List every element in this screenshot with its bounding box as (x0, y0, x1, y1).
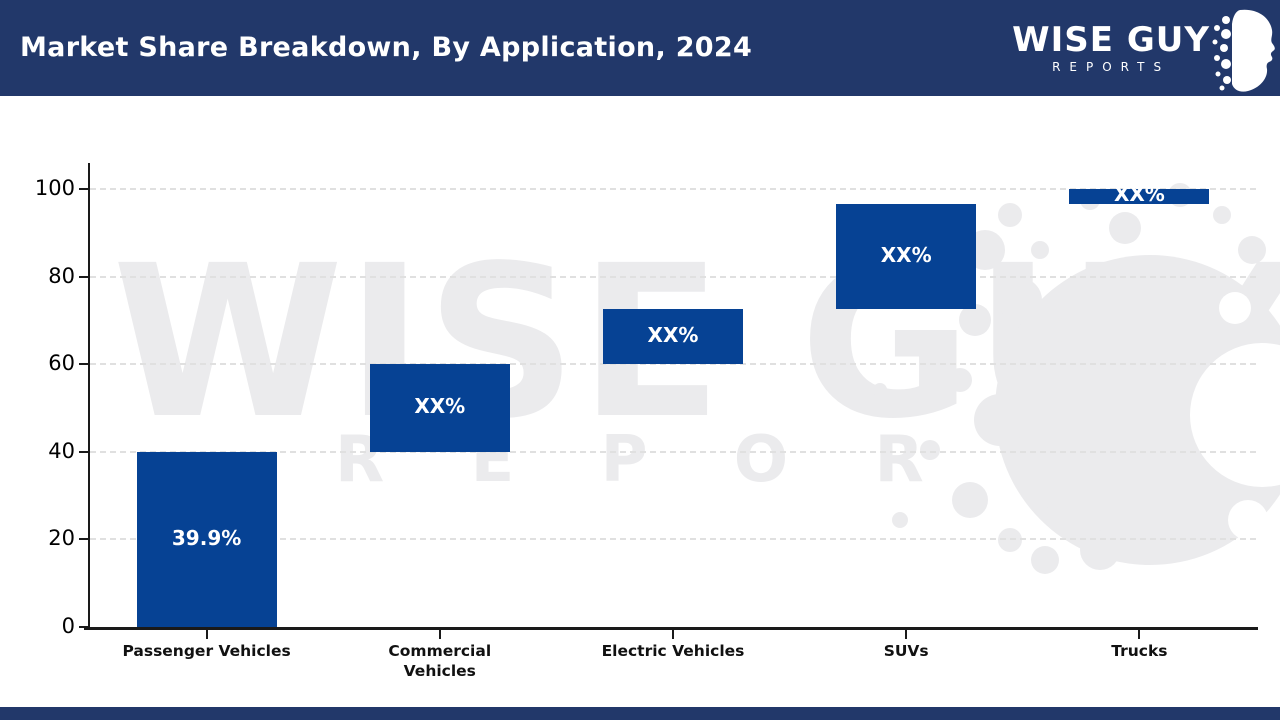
gridline-40 (90, 450, 1256, 453)
y-tick-40 (79, 450, 88, 453)
gridline-80 (90, 275, 1256, 278)
category-label-electric-vehicles: Electric Vehicles (556, 641, 789, 661)
chart-title: Market Share Breakdown, By Application, … (20, 32, 753, 63)
bar-passenger-vehicles (136, 452, 277, 627)
category-label-trucks: Trucks (1023, 641, 1256, 661)
bar-label-electric-vehicles: XX% (647, 322, 699, 347)
bar-trucks (1069, 189, 1210, 204)
gridline-60 (90, 363, 1256, 366)
bar-suvs (836, 203, 977, 310)
x-tick-commercial-vehicles (438, 630, 441, 639)
logo-wordmark-line1: WISE GUY (1012, 20, 1210, 60)
x-axis-line (84, 627, 1258, 630)
bar-commercial-vehicles (369, 364, 510, 453)
x-tick-suvs (905, 630, 908, 639)
watermark-head-icon (873, 183, 1280, 574)
gridline-100 (90, 188, 1256, 190)
x-tick-trucks (1138, 630, 1141, 639)
y-tick-20 (79, 538, 88, 541)
bar-label-suvs: XX% (880, 242, 932, 267)
category-label-suvs: SUVs (790, 641, 1023, 661)
header-bar: Market Share Breakdown, By Application, … (0, 0, 1280, 96)
category-label-line: Passenger Vehicles (122, 642, 291, 660)
category-label-line: Vehicles (403, 662, 476, 680)
y-tick-0 (79, 626, 88, 628)
y-tick-label-60: 60 (48, 351, 75, 376)
bar-label-trucks: XX% (1113, 182, 1165, 207)
logo-wordmark-line2: REPORTS (1052, 60, 1171, 74)
bar-label-passenger-vehicles: 39.9% (171, 525, 242, 550)
x-tick-passenger-vehicles (205, 630, 208, 639)
category-label-line: Commercial (388, 642, 492, 660)
bar-label-commercial-vehicles: XX% (414, 394, 466, 419)
y-tick-60 (79, 363, 88, 366)
gridline-20 (90, 538, 1256, 541)
logo-head-profile-icon (1212, 9, 1275, 92)
bar-electric-vehicles (603, 309, 743, 365)
logo-wordmark: WISE GUY REPORTS (1012, 22, 1210, 74)
y-tick-label-0: 0 (61, 614, 75, 638)
y-tick-label-20: 20 (48, 526, 75, 551)
y-axis-line (88, 163, 90, 630)
y-tick-80 (79, 275, 88, 278)
y-tick-label-80: 80 (48, 263, 75, 288)
category-label-line: SUVs (883, 642, 929, 660)
x-tick-electric-vehicles (672, 630, 674, 639)
y-tick-label-40: 40 (48, 438, 75, 463)
footer-bar (0, 707, 1280, 720)
category-label-commercial-vehicles: Commercial Vehicles (323, 641, 556, 681)
category-label-line: Trucks (1111, 642, 1168, 660)
category-label-passenger-vehicles: Passenger Vehicles (90, 641, 323, 661)
y-tick-label-100: 100 (34, 176, 75, 200)
wise-guy-reports-logo: WISE GUY REPORTS (1012, 4, 1276, 92)
category-label-line: Electric Vehicles (601, 642, 745, 660)
y-tick-100 (79, 188, 88, 190)
